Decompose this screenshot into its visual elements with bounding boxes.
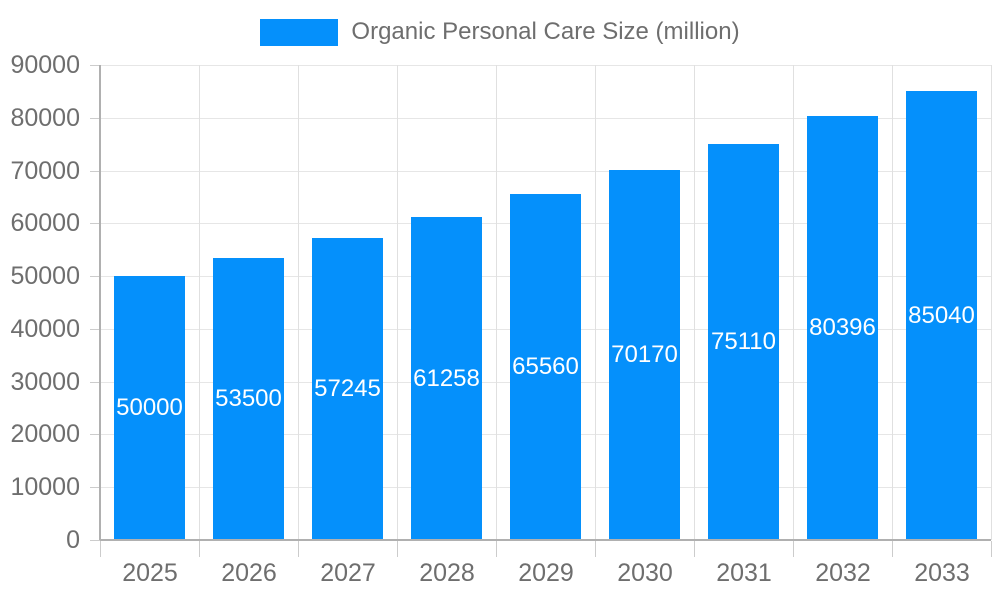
y-gridline: [100, 118, 991, 119]
x-axis-label-2027: 2027: [320, 559, 376, 587]
bar-value-label: 61258: [413, 364, 480, 392]
x-axis-tick: [595, 541, 596, 557]
x-axis-tick: [694, 541, 695, 557]
x-gridline: [199, 65, 200, 540]
y-axis-label: 50000: [10, 262, 80, 290]
x-axis-tick: [496, 541, 497, 557]
y-axis-tick: [90, 118, 100, 119]
y-axis-line: [99, 65, 101, 540]
bar-value-label: 50000: [116, 394, 183, 421]
y-axis-tick: [90, 434, 100, 435]
x-axis-label-2031: 2031: [716, 559, 772, 587]
y-gridline: [100, 65, 991, 66]
y-axis-label: 60000: [10, 209, 80, 237]
bar-2029[interactable]: 65560: [510, 194, 581, 540]
y-axis-tick: [90, 487, 100, 488]
y-axis-tick: [90, 540, 100, 541]
bar-2032[interactable]: 80396: [807, 116, 878, 540]
y-axis-tick: [90, 223, 100, 224]
y-axis-label: 0: [66, 526, 80, 554]
y-axis-tick: [90, 65, 100, 66]
y-axis-label: 30000: [10, 368, 80, 396]
y-axis-label: 20000: [10, 420, 80, 448]
bar-2031[interactable]: 75110: [708, 144, 779, 540]
x-axis-label-2029: 2029: [518, 559, 574, 587]
x-axis-label-2033: 2033: [914, 559, 970, 587]
y-axis-label: 90000: [10, 51, 80, 79]
x-axis-label-2032: 2032: [815, 559, 871, 587]
bar-2028[interactable]: 61258: [411, 217, 482, 540]
bar-2026[interactable]: 53500: [213, 258, 284, 540]
bar-2025[interactable]: 50000: [114, 276, 185, 540]
y-axis-tick: [90, 276, 100, 277]
bar-value-label: 85040: [908, 301, 975, 329]
x-axis-tick: [793, 541, 794, 557]
x-axis-tick: [991, 541, 992, 557]
bar-value-label: 53500: [215, 385, 282, 412]
bar-value-label: 80396: [809, 314, 876, 341]
y-axis-label: 80000: [10, 104, 80, 132]
x-axis-tick: [298, 541, 299, 557]
y-axis-label: 10000: [10, 473, 80, 501]
x-gridline: [595, 65, 596, 540]
legend-label: Organic Personal Care Size (million): [351, 18, 740, 45]
x-axis-tick: [199, 541, 200, 557]
bar-2030[interactable]: 70170: [609, 170, 680, 540]
y-gridline: [100, 171, 991, 172]
y-axis-tick: [90, 382, 100, 383]
legend: Organic Personal Care Size (million): [0, 17, 1000, 47]
x-axis-tick: [892, 541, 893, 557]
x-axis-label-2028: 2028: [419, 559, 475, 587]
x-axis-label-2030: 2030: [617, 559, 673, 587]
x-gridline: [694, 65, 695, 540]
x-axis-baseline: [100, 539, 991, 541]
y-axis-tick: [90, 171, 100, 172]
x-gridline: [397, 65, 398, 540]
bar-value-label: 65560: [512, 353, 579, 380]
y-axis-tick: [90, 329, 100, 330]
x-gridline: [892, 65, 893, 540]
bar-2033[interactable]: 85040: [906, 91, 977, 540]
x-gridline: [496, 65, 497, 540]
x-axis-label-2025: 2025: [122, 559, 178, 587]
bar-value-label: 75110: [711, 328, 776, 355]
bar-value-label: 70170: [611, 341, 678, 368]
bar-2027[interactable]: 57245: [312, 238, 383, 540]
y-axis-label: 40000: [10, 315, 80, 343]
legend-swatch: [260, 18, 339, 46]
x-axis-label-2026: 2026: [221, 559, 277, 587]
x-axis-tick: [397, 541, 398, 557]
x-gridline: [793, 65, 794, 540]
y-axis-label: 70000: [10, 157, 80, 185]
x-axis-tick: [100, 541, 101, 557]
x-gridline: [298, 65, 299, 540]
x-gridline: [991, 65, 992, 540]
bar-value-label: 57245: [314, 375, 381, 402]
